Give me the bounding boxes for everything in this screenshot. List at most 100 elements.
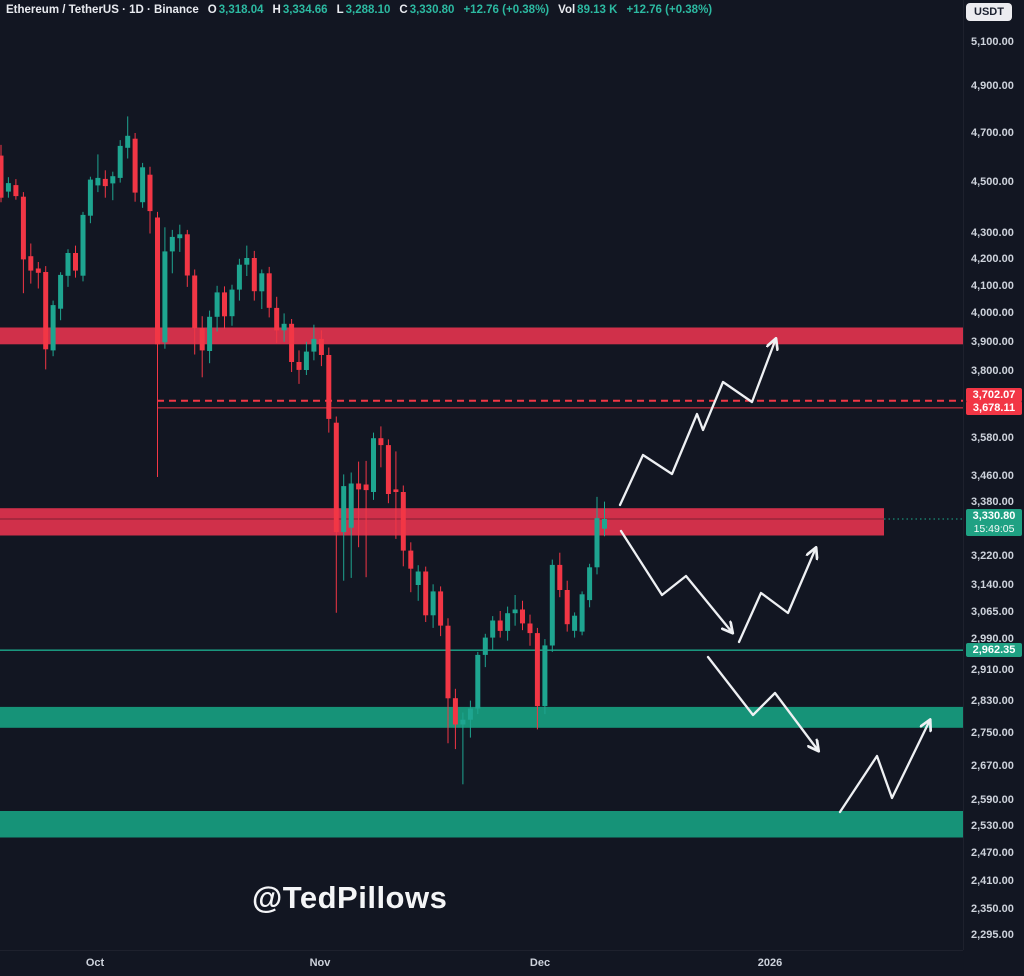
- candle-body: [110, 176, 116, 184]
- time-tick: Oct: [85, 957, 105, 969]
- price-tick: 2,750.00: [971, 727, 1014, 739]
- candle-body: [333, 422, 339, 533]
- level-label-3702: 3,702.07: [966, 388, 1022, 402]
- candle-body: [125, 135, 131, 148]
- price-axis[interactable]: 5,100.00 4,900.00 4,700.00 4,500.00 4,300.00…: [963, 0, 1024, 950]
- candle-body: [363, 484, 369, 491]
- price-tick: 3,900.00: [971, 336, 1014, 348]
- legend-close: C 3,330.80: [399, 4, 455, 16]
- candle-body: [155, 217, 160, 345]
- demand-zone-2535: [0, 811, 963, 838]
- candle-body: [579, 594, 585, 632]
- scenario-arrow-pullback-down: [619, 529, 731, 631]
- candle-body: [475, 654, 481, 709]
- candle-body: [371, 438, 376, 492]
- candle-body: [400, 492, 406, 551]
- candle-body: [192, 275, 198, 329]
- candle-body: [199, 328, 205, 351]
- candle-body: [527, 623, 533, 634]
- candle-body: [587, 567, 593, 601]
- candle-body: [162, 251, 168, 343]
- candle-body: [0, 155, 4, 198]
- candle-body: [87, 179, 93, 216]
- candle-body: [5, 183, 11, 192]
- candle-body: [13, 185, 19, 197]
- price-tick: 2,530.00: [971, 820, 1014, 832]
- price-tick: 4,100.00: [971, 280, 1014, 292]
- candle-body: [549, 564, 555, 646]
- candle-body: [65, 253, 71, 276]
- candle-body: [520, 609, 525, 624]
- scenario-arrow-bull-to-3900: [618, 341, 775, 507]
- price-tick: 4,300.00: [971, 227, 1014, 239]
- candle-body: [482, 637, 488, 655]
- candle-body: [43, 272, 49, 350]
- last-price-label: 3,330.80 15:49:05: [966, 509, 1022, 536]
- candle-body: [318, 338, 324, 355]
- supply-zone-3900: [0, 327, 963, 345]
- candle-body: [140, 167, 146, 203]
- candle-body: [102, 178, 108, 187]
- time-tick: 2026: [757, 957, 783, 969]
- price-tick: 2,350.00: [971, 903, 1014, 915]
- candle-body: [244, 258, 250, 265]
- candle-body: [259, 273, 265, 292]
- candle-body: [80, 214, 86, 276]
- price-tick: 4,900.00: [971, 80, 1014, 92]
- candle-body: [534, 633, 540, 707]
- quote-currency-badge[interactable]: USDT: [966, 3, 1012, 21]
- price-tick: 5,100.00: [971, 36, 1014, 48]
- last-price-value: 3,330.80: [972, 510, 1016, 522]
- candle-body: [266, 273, 272, 308]
- price-tick: 3,380.00: [971, 496, 1014, 508]
- candle-body: [564, 590, 570, 625]
- candle-body: [251, 258, 257, 292]
- time-tick: Dec: [529, 957, 551, 969]
- candle-body: [438, 591, 444, 626]
- candle-body: [423, 571, 429, 616]
- scenario-arrow-breakdown: [706, 655, 817, 749]
- candle-body: [132, 138, 138, 193]
- candle-body: [415, 571, 421, 585]
- price-tick: 2,910.00: [971, 664, 1014, 676]
- candle-body: [378, 438, 384, 446]
- price-tick: 4,200.00: [971, 253, 1014, 265]
- candle-body: [452, 698, 458, 725]
- price-tick: 3,065.00: [971, 606, 1014, 618]
- candle-body: [594, 518, 600, 568]
- candle-body: [229, 289, 235, 317]
- candle-body: [296, 362, 302, 370]
- legend-volume-change: +12.76 (+0.38%): [626, 4, 713, 16]
- candle-body: [73, 253, 78, 271]
- candle-body: [147, 174, 153, 212]
- candle-body: [236, 264, 242, 290]
- price-tick: 3,580.00: [971, 432, 1014, 444]
- candle-body: [356, 483, 362, 490]
- candle-body: [505, 613, 511, 631]
- candle-body: [557, 564, 563, 590]
- bar-countdown: 15:49:05: [973, 523, 1015, 535]
- scenario-arrow-pullback-up: [737, 550, 815, 644]
- price-tick: 2,990.00: [971, 633, 1014, 645]
- symbol-title[interactable]: Ethereum / TetherUS · 1D · Binance: [6, 4, 199, 16]
- candle-body: [490, 620, 496, 638]
- price-tick: 4,000.00: [971, 307, 1014, 319]
- candle-body: [177, 234, 183, 239]
- legend-low: L 3,288.10: [336, 4, 391, 16]
- candle-body: [20, 196, 26, 260]
- symbol-legend: Ethereum / TetherUS · 1D · Binance O 3,3…: [6, 4, 712, 16]
- candle-body: [408, 550, 414, 569]
- level-label-3678: 3,678.11: [966, 401, 1022, 415]
- price-tick: 2,410.00: [971, 875, 1014, 887]
- time-axis[interactable]: Oct Nov Dec 2026: [0, 950, 963, 976]
- candle-body: [281, 323, 287, 331]
- candle-body: [460, 719, 466, 725]
- candle-body: [445, 625, 451, 699]
- candle-body: [184, 234, 190, 276]
- price-tick: 2,470.00: [971, 847, 1014, 859]
- price-tick: 3,460.00: [971, 470, 1014, 482]
- price-tick: 4,700.00: [971, 127, 1014, 139]
- candle-body: [542, 645, 548, 707]
